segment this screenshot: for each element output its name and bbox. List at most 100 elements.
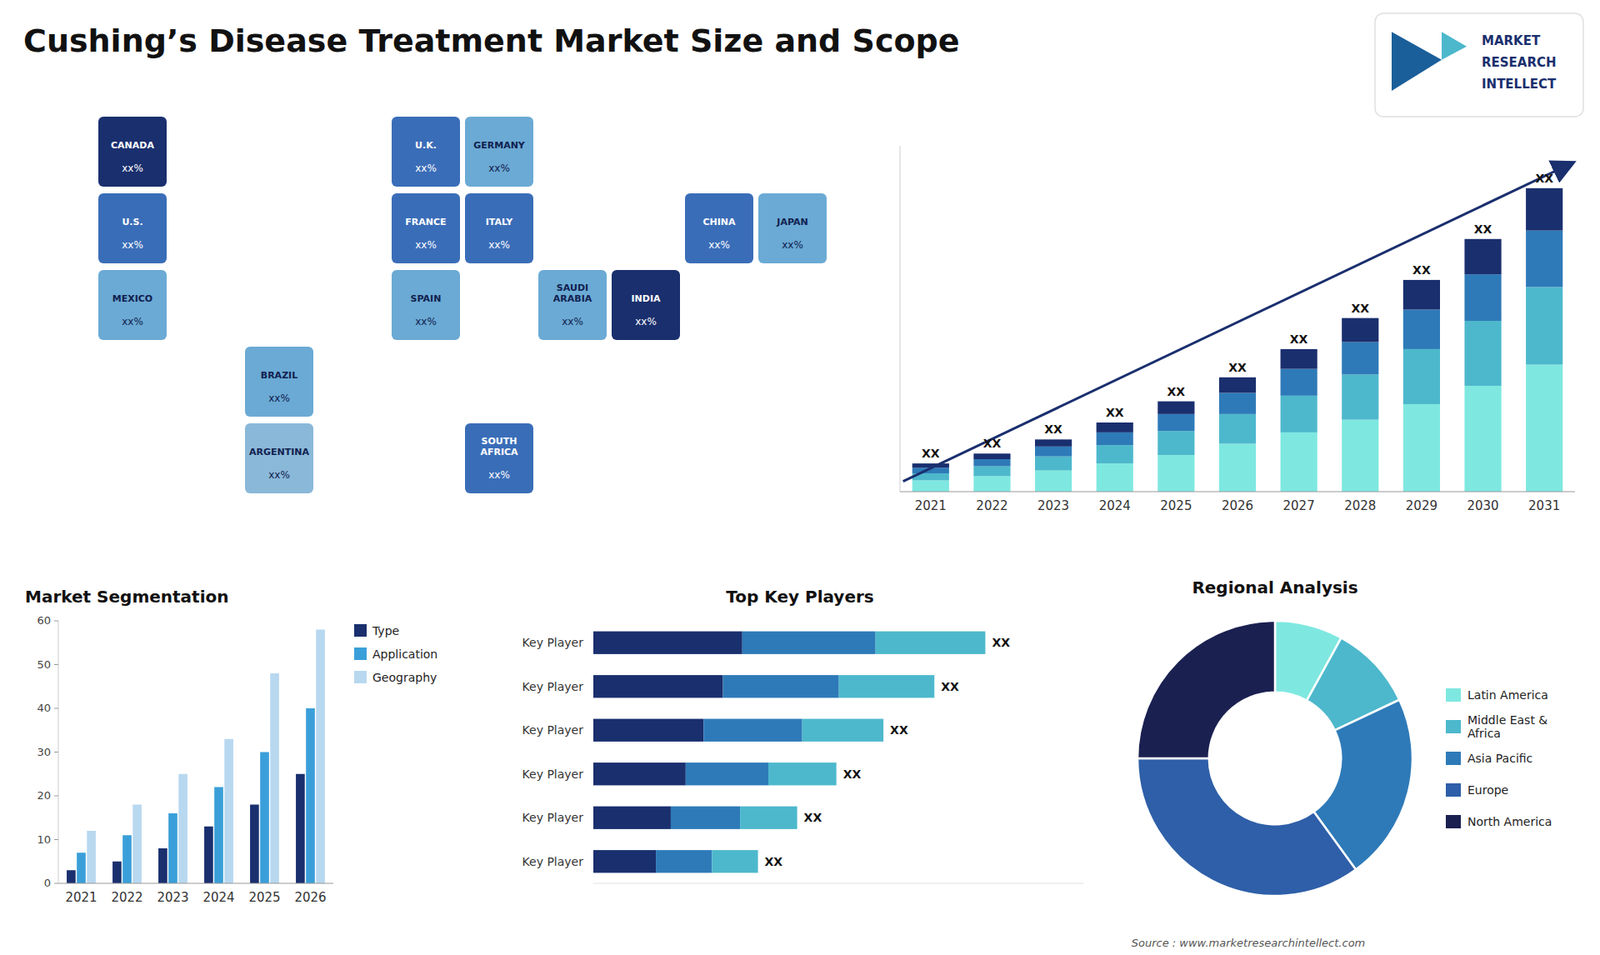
- map-value: xx%: [121, 239, 144, 251]
- bar: [711, 850, 758, 873]
- bar: [1157, 401, 1195, 415]
- map-value: xx%: [635, 315, 657, 328]
- text-line: ITALY: [485, 216, 515, 228]
- bar: [839, 675, 935, 698]
- bar: [670, 806, 740, 830]
- bar: [1219, 377, 1256, 394]
- bar: [1096, 432, 1134, 445]
- data-label: XX: [765, 855, 784, 869]
- map-label: FRANCE: [405, 216, 446, 228]
- data-label: XX: [1167, 385, 1186, 399]
- legend-label: North America: [1467, 815, 1552, 829]
- text-line: U.K.: [415, 140, 437, 151]
- x-axis: [58, 883, 334, 885]
- map-value: xx%: [415, 315, 437, 328]
- x-tick-label: 2021: [915, 498, 947, 514]
- x-tick-label: 2031: [1528, 498, 1560, 514]
- bar: [315, 630, 325, 885]
- y-tick-label: 40: [36, 701, 51, 715]
- data-label: XX: [1474, 222, 1493, 236]
- figure-title: Cushing’s Disease Treatment Market Size …: [23, 22, 960, 60]
- bar: [1280, 432, 1318, 492]
- slices: [1137, 620, 1413, 896]
- legend-swatch: [1445, 688, 1461, 702]
- bar: [1403, 280, 1440, 310]
- y-tick-label: Key Player: [522, 723, 585, 737]
- map-tile: [391, 270, 460, 340]
- bar: [593, 631, 743, 655]
- text-line: SPAIN: [410, 293, 442, 305]
- text-line: CANADA: [110, 140, 155, 151]
- data-label: XX: [921, 446, 940, 460]
- logo-box: [1375, 13, 1584, 117]
- y-tick-label: 0: [44, 876, 51, 890]
- legend-swatch: [354, 624, 367, 637]
- bar: [973, 459, 1010, 466]
- text-line: ARGENTINA: [249, 446, 310, 458]
- data-label: XX: [1350, 301, 1370, 315]
- bar: [250, 805, 260, 885]
- text-line: North America: [1467, 815, 1552, 829]
- map-tile: [758, 193, 827, 264]
- bar: [593, 719, 704, 742]
- bar: [593, 762, 686, 785]
- map-tile: [465, 193, 534, 264]
- bar: [1403, 349, 1440, 405]
- legend-label: Geography: [372, 670, 437, 685]
- bar: [1525, 365, 1563, 492]
- y-tick-label: Key Player: [522, 680, 585, 694]
- map-value: xx%: [488, 239, 510, 251]
- bar: [973, 466, 1010, 477]
- bar: [260, 752, 270, 885]
- map-tile: [391, 193, 460, 264]
- map-value: xx%: [268, 392, 290, 405]
- map-value: xx%: [121, 162, 144, 175]
- bar: [132, 805, 142, 885]
- bar: [1341, 318, 1379, 343]
- x-tick-label: 2024: [1099, 498, 1131, 514]
- map-tile: [98, 116, 167, 187]
- map-label: CANADA: [110, 140, 155, 151]
- y-tick-label: Key Player: [522, 635, 585, 650]
- map-tile: [611, 270, 680, 340]
- x-tick-label: 2023: [156, 890, 189, 905]
- bar: [122, 835, 132, 884]
- bar: [1464, 385, 1501, 492]
- tile-map: CANADAxx%U.S.xx%MEXICOxx%BRAZILxx%ARGENT…: [98, 116, 827, 494]
- map-tile: [245, 346, 314, 417]
- slice: [1137, 758, 1356, 896]
- text-line: SOUTH: [481, 435, 518, 447]
- map-value: xx%: [561, 315, 584, 328]
- bar: [740, 806, 797, 830]
- y-tick-label: 60: [36, 614, 51, 627]
- text-line: FRANCE: [405, 216, 446, 228]
- text-line: Latin America: [1467, 688, 1549, 702]
- bar: [1096, 463, 1134, 492]
- logo-shape: [1391, 31, 1442, 91]
- bar: [593, 675, 724, 698]
- data-label: XX: [1535, 171, 1554, 185]
- legend-label: Europe: [1467, 783, 1509, 797]
- y-axis: [900, 145, 901, 492]
- x-axis: [593, 883, 1084, 885]
- text-line: AFRICA: [480, 446, 519, 458]
- map-label: INDIA: [630, 293, 661, 305]
- text-line: Cushing’s Disease Treatment Market Size …: [23, 22, 960, 60]
- text-line: CHINA: [702, 216, 736, 228]
- y-tick-label: 20: [36, 789, 51, 802]
- y-tick: [54, 620, 59, 622]
- legend-swatch: [1445, 720, 1461, 734]
- map-value: xx%: [121, 315, 144, 328]
- bar: [742, 631, 876, 655]
- bar: [1464, 274, 1501, 321]
- logo-shape: [1441, 31, 1467, 60]
- bar: [86, 830, 96, 884]
- legend-swatch: [1445, 783, 1461, 797]
- plot-marks: [593, 631, 985, 874]
- bar: [1157, 430, 1195, 455]
- data-label: XX: [1290, 332, 1309, 346]
- text-line: Middle East &: [1467, 713, 1548, 727]
- bar: [224, 739, 234, 884]
- bar: [1157, 414, 1195, 431]
- data-label: XX: [1044, 422, 1063, 436]
